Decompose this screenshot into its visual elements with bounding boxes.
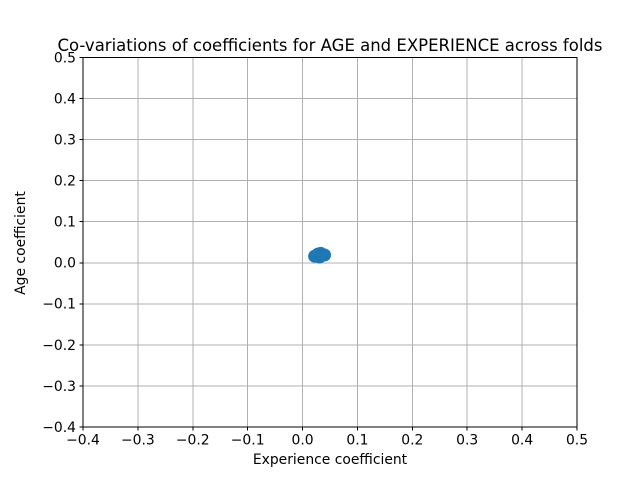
x-tick-label: 0.0 — [292, 433, 314, 449]
scatter-point — [313, 250, 327, 264]
chart-title: Co-variations of coefficients for AGE an… — [57, 36, 603, 55]
y-tick-label: 0.0 — [54, 256, 76, 272]
x-tick-label: −0.1 — [231, 433, 265, 449]
x-tick-label: 0.5 — [566, 433, 588, 449]
x-tick-label: 0.4 — [511, 433, 533, 449]
y-axis-label: Age coefficient — [13, 191, 29, 295]
y-tick-label: −0.2 — [42, 338, 76, 354]
y-tick-label: 0.4 — [54, 91, 76, 107]
x-tick-label: 0.1 — [346, 433, 368, 449]
y-tick-label: 0.3 — [54, 133, 76, 149]
x-tick-label: 0.2 — [401, 433, 423, 449]
y-tick-label: 0.5 — [54, 50, 76, 66]
y-tick-label: 0.2 — [54, 174, 76, 190]
x-tick-label: −0.3 — [121, 433, 155, 449]
plot-border — [82, 57, 578, 428]
x-tick-label: 0.3 — [456, 433, 478, 449]
x-axis-label: Experience coefficient — [252, 452, 408, 468]
y-tick-label: −0.4 — [42, 420, 76, 436]
y-tick-label: −0.3 — [42, 379, 76, 395]
y-tick-label: −0.1 — [42, 297, 76, 313]
y-tick-label: 0.1 — [54, 215, 76, 231]
x-tick-label: −0.4 — [66, 433, 100, 449]
x-tick-label: −0.2 — [176, 433, 210, 449]
